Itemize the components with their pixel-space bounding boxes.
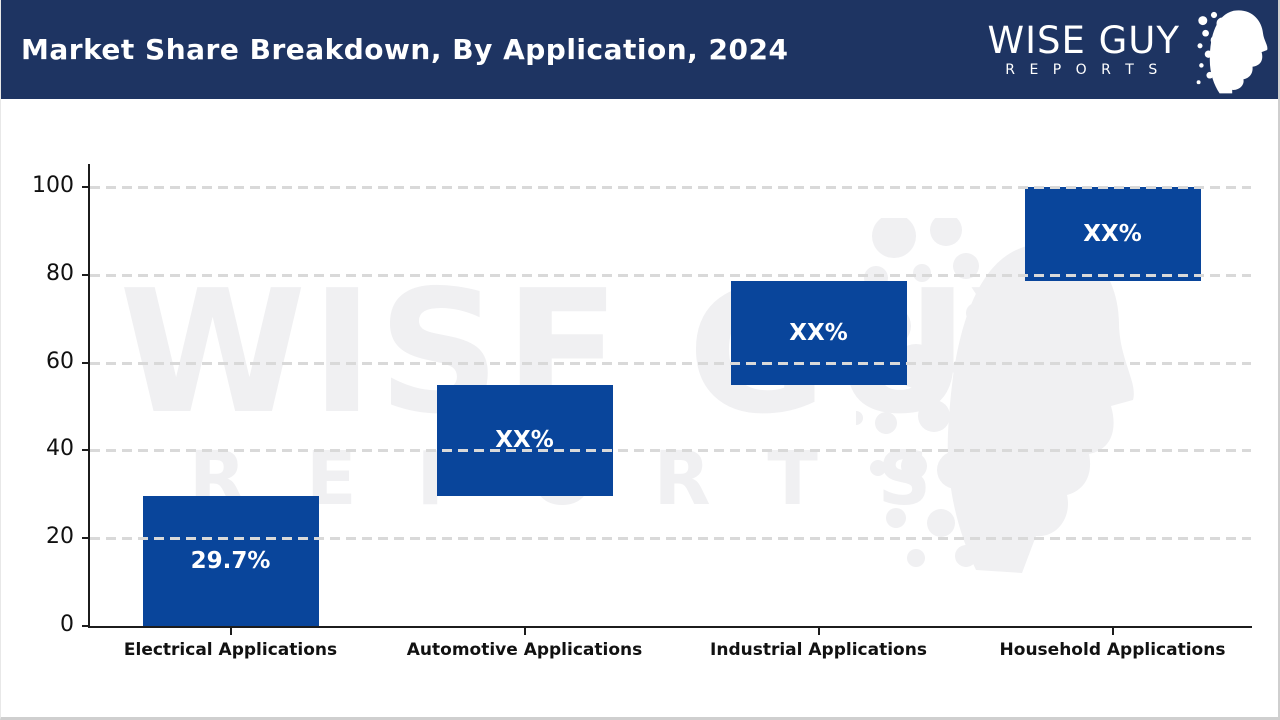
logo-subtitle: R E P O R T S (1005, 61, 1163, 78)
wise-guy-logo: WISE GUY R E P O R T S (988, 4, 1270, 95)
y-axis-tick (82, 361, 89, 364)
y-axis-tick-label: 0 (60, 612, 74, 637)
header: Market Share Breakdown, By Application, … (1, 0, 1278, 99)
gridline-60 (90, 361, 1251, 365)
y-axis-tick-label: 80 (46, 260, 74, 286)
x-axis-category-label: Industrial Applications (710, 640, 927, 660)
bar-value-label: XX% (1083, 221, 1142, 248)
logo-name: WISE GUY (987, 18, 1180, 62)
bar-industrial-applications: XX% (730, 281, 907, 385)
x-axis-line (88, 626, 1252, 628)
y-axis-tick-label: 20 (46, 524, 74, 550)
x-axis-tick (817, 628, 820, 635)
x-axis-category-label: Electrical Applications (123, 640, 338, 660)
y-axis-tick-label: 100 (32, 173, 74, 198)
logo-face-icon (1196, 9, 1268, 93)
x-axis-tick (229, 628, 232, 635)
x-axis-category-label: Automotive Applications (406, 640, 643, 660)
bar-value-label: XX% (495, 427, 554, 454)
gridline-40 (90, 449, 1251, 453)
logo-text: WISE GUY R E P O R T S (988, 22, 1180, 78)
watermark-face-icon (856, 218, 1134, 574)
bar-automotive-applications: XX% (436, 384, 613, 496)
bar-household-applications: XX% (1024, 187, 1201, 282)
x-axis-tick (1111, 628, 1114, 635)
y-axis-tick (82, 537, 89, 540)
gridline-20 (90, 537, 1251, 541)
y-axis-tick-label: 40 (46, 436, 74, 462)
page-title: Market Share Breakdown, By Application, … (21, 33, 789, 66)
y-axis-tick (82, 273, 89, 276)
y-axis-tick (82, 186, 89, 188)
x-axis-category-label: Household Applications (999, 640, 1226, 660)
bar-value-label: 29.7% (190, 547, 271, 574)
x-axis-tick (523, 628, 526, 635)
bar-value-label: XX% (789, 319, 848, 346)
y-axis-tick (82, 625, 89, 627)
gridline-80 (90, 273, 1251, 277)
y-axis-line (88, 164, 90, 628)
y-axis-tick-label: 60 (46, 348, 74, 374)
y-axis-tick (82, 449, 89, 452)
gridline-100 (90, 186, 1251, 189)
bar-electrical-applications: 29.7% (142, 495, 319, 626)
